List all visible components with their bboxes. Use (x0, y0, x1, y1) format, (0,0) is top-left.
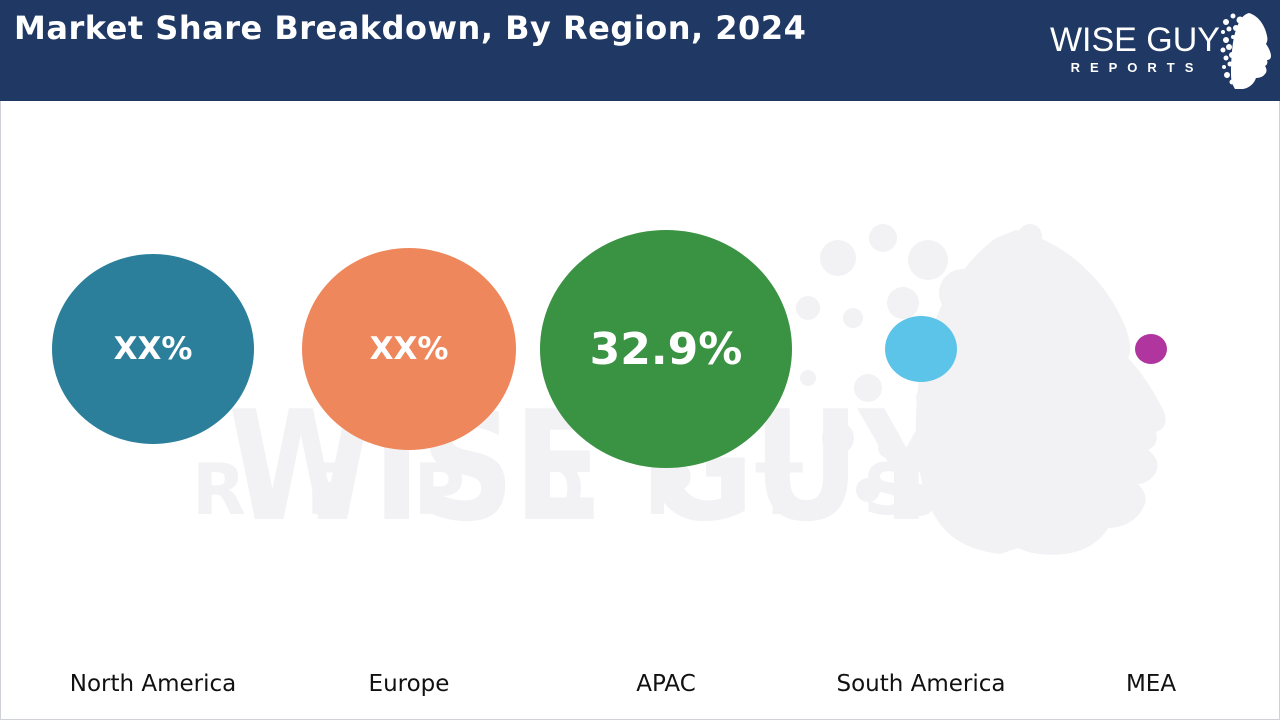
logo-text: WISE GUY REPORTS (1050, 22, 1220, 75)
bubble-value-label-north-america: XX% (113, 331, 193, 367)
category-label-north-america: North America (69, 671, 237, 697)
category-label-europe: Europe (368, 671, 450, 697)
header-bar: Market Share Breakdown, By Region, 2024 … (0, 0, 1280, 101)
bubble-mea (1135, 334, 1167, 364)
category-label-mea: MEA (1125, 671, 1177, 697)
bubble-north-america: XX% (52, 254, 254, 444)
logo-head-icon (1220, 13, 1271, 89)
page-title: Market Share Breakdown, By Region, 2024 (14, 9, 807, 47)
bubble-south-america (885, 316, 957, 382)
logo-subtitle: REPORTS (1070, 60, 1204, 75)
category-label-south-america: South America (836, 671, 1006, 697)
wise-guy-reports-logo: WISE GUY REPORTS (1032, 6, 1272, 96)
bubble-value-label-apac: 32.9% (589, 323, 743, 375)
watermark-reports: REPORTS (192, 449, 974, 531)
bubble-europe: XX% (302, 248, 516, 450)
bubble-value-label-europe: XX% (369, 331, 449, 367)
logo-wordmark: WISE GUY (1049, 21, 1220, 59)
bubble-apac: 32.9% (540, 230, 792, 468)
category-label-apac: APAC (636, 671, 696, 697)
chart-area: WISE GUY REPORTS XX% North America XX% Euro… (0, 101, 1280, 720)
watermark-head-icon (796, 224, 1166, 555)
